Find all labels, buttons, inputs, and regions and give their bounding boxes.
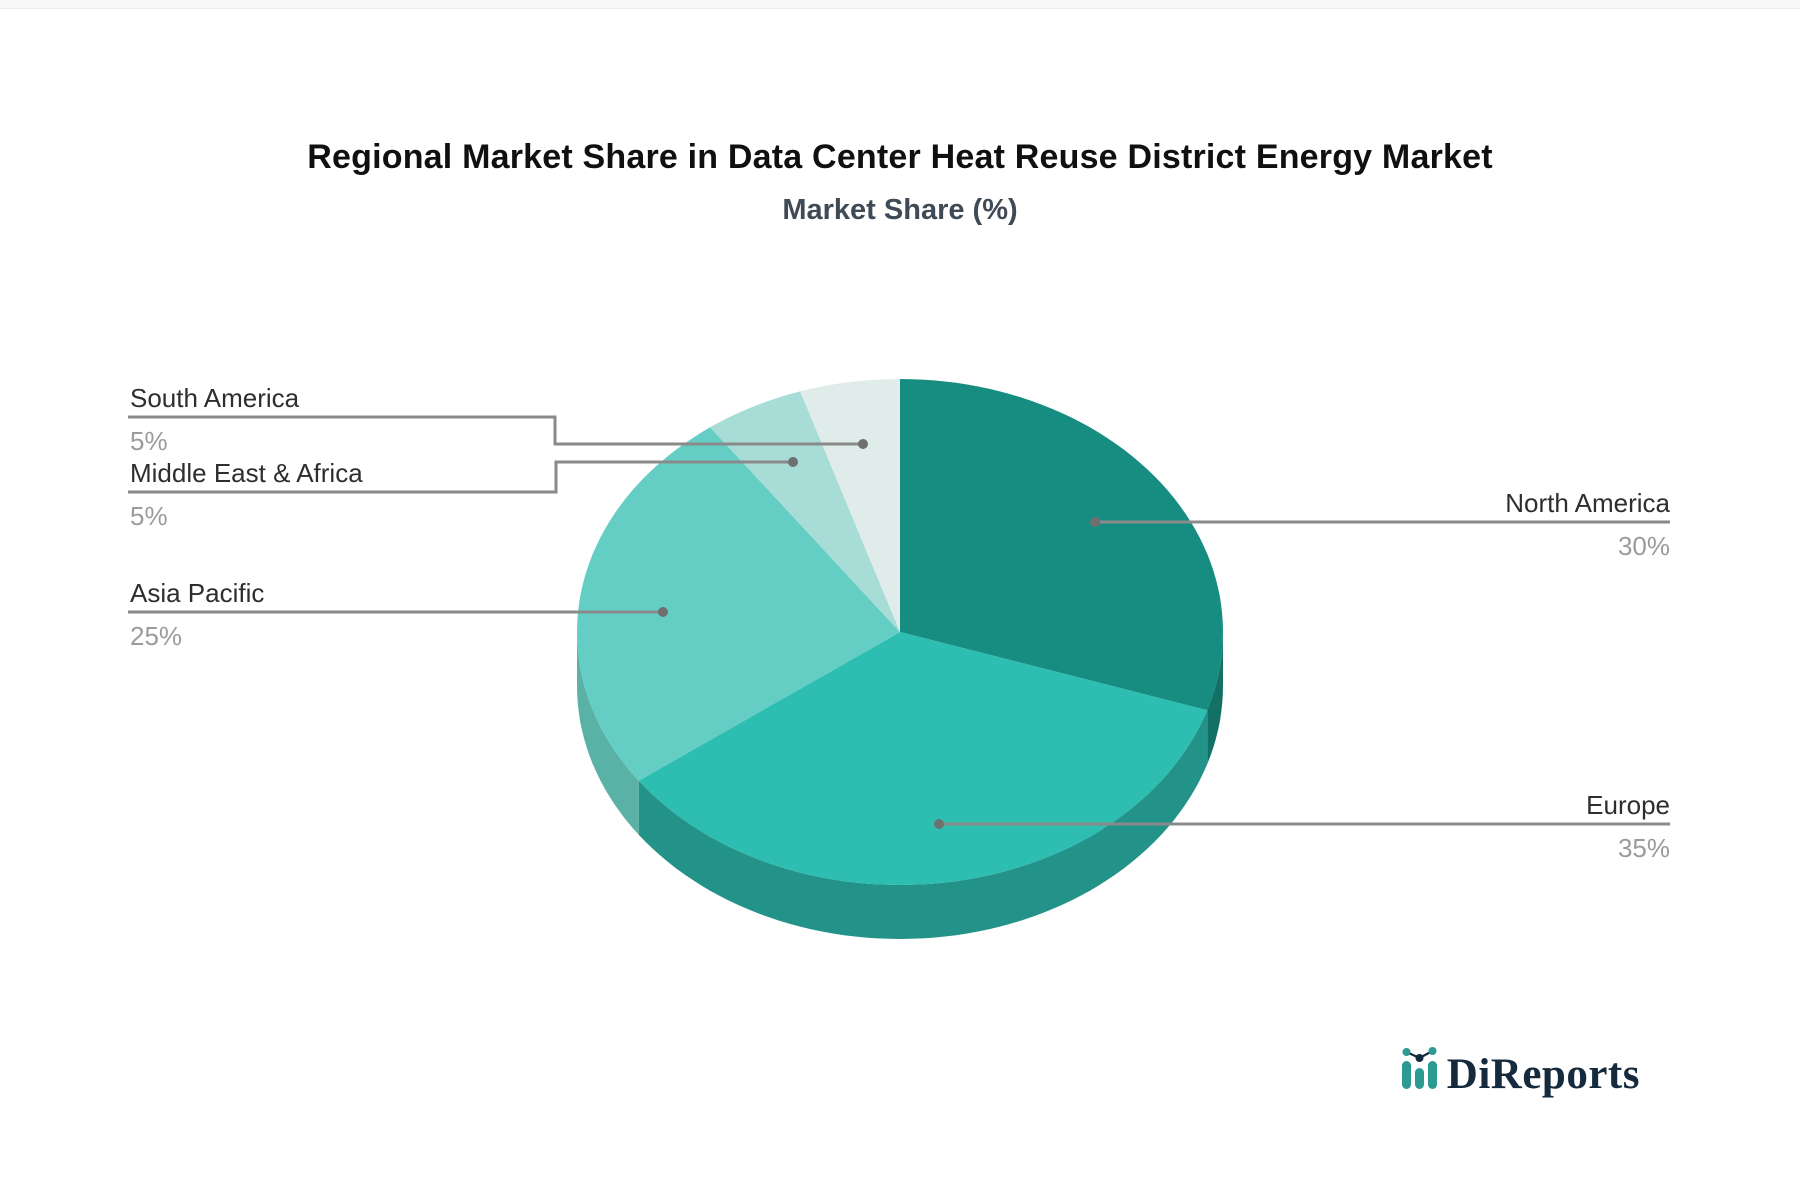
- callout-dot-middle-east-africa: [788, 457, 798, 467]
- pie-slice-south-america: [800, 379, 900, 632]
- pie-slice-asia-pacific: [577, 427, 900, 781]
- pie-slice-side-asia-pacific: [577, 632, 639, 835]
- direports-logo-text: DiReports: [1446, 1051, 1640, 1098]
- label-europe: Europe: [1586, 790, 1670, 820]
- pie-slice-side-europe: [638, 710, 1208, 939]
- callout-dot-europe: [934, 819, 944, 829]
- chart-title: Regional Market Share in Data Center Hea…: [307, 138, 1493, 176]
- value-north-america: 30%: [1617, 531, 1670, 561]
- value-south-america: 5%: [130, 426, 168, 456]
- label-asia-pacific: Asia Pacific: [130, 578, 265, 608]
- top-edge-strip: [0, 0, 1800, 9]
- label-north-america: North America: [1505, 488, 1670, 518]
- pie-slice-europe: [638, 632, 1208, 885]
- label-south-america: South America: [130, 383, 300, 413]
- pie-slice-north-america: [900, 379, 1223, 711]
- callout-dot-north-america: [1090, 517, 1100, 527]
- value-europe: 35%: [1617, 833, 1670, 863]
- pie-slice-side-north-america: [1207, 632, 1223, 765]
- label-middle-east-africa: Middle East & Africa: [130, 458, 363, 488]
- value-middle-east-africa: 5%: [130, 501, 168, 531]
- callout-dot-south-america: [858, 439, 868, 449]
- value-asia-pacific: 25%: [130, 621, 183, 651]
- callout-line-south-america: [128, 415, 863, 446]
- direports-logo-icon: [1401, 1047, 1437, 1089]
- direports-logo: DiReports: [1401, 1047, 1640, 1098]
- pie-slice-middle-east-africa: [710, 391, 900, 632]
- callout-line-middle-east-africa: [128, 460, 793, 494]
- callout-dot-asia-pacific: [658, 607, 668, 617]
- chart-subtitle: Market Share (%): [782, 194, 1018, 226]
